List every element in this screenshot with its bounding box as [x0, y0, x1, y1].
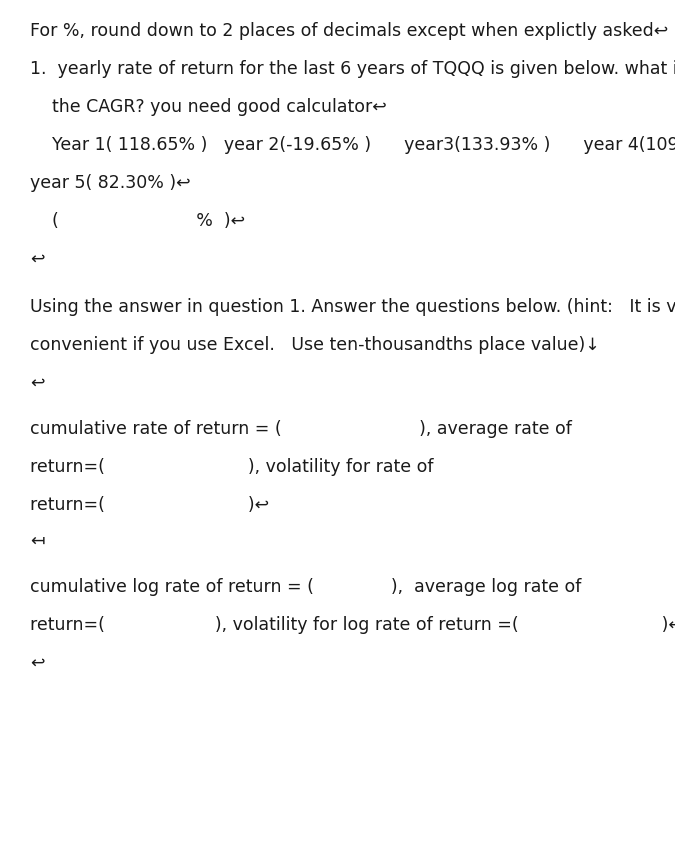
- Text: return=(                          ), volatility for rate of: return=( ), volatility for rate of: [30, 458, 433, 476]
- Text: 1.  yearly rate of return for the last 6 years of TQQQ is given below. what is: 1. yearly rate of return for the last 6 …: [30, 60, 675, 78]
- Text: (                         %  )↩: ( % )↩: [30, 212, 245, 230]
- Text: cumulative rate of return = (                         ), average rate of: cumulative rate of return = ( ), average…: [30, 420, 572, 438]
- Text: return=(                    ), volatility for log rate of return =(             : return=( ), volatility for log rate of r…: [30, 616, 675, 634]
- Text: Year 1( 118.65% )   year 2(-19.65% )      year3(133.93% )      year 4(109.85% ): Year 1( 118.65% ) year 2(-19.65% ) year3…: [30, 136, 675, 154]
- Text: convenient if you use Excel.   Use ten-thousandths place value)↓: convenient if you use Excel. Use ten-tho…: [30, 336, 600, 354]
- Text: Using the answer in question 1. Answer the questions below. (hint:   It is very: Using the answer in question 1. Answer t…: [30, 298, 675, 316]
- Text: ↤: ↤: [30, 532, 45, 550]
- Text: cumulative log rate of return = (              ),  average log rate of: cumulative log rate of return = ( ), ave…: [30, 578, 581, 596]
- Text: return=(                          )↩: return=( )↩: [30, 496, 269, 514]
- Text: ↩: ↩: [30, 654, 45, 672]
- Text: year 5( 82.30% )↩: year 5( 82.30% )↩: [30, 174, 190, 192]
- Text: ↩: ↩: [30, 374, 45, 392]
- Text: the CAGR? you need good calculator↩: the CAGR? you need good calculator↩: [30, 98, 387, 116]
- Text: ↩: ↩: [30, 250, 45, 268]
- Text: For %, round down to 2 places of decimals except when explictly asked↩: For %, round down to 2 places of decimal…: [30, 22, 668, 40]
